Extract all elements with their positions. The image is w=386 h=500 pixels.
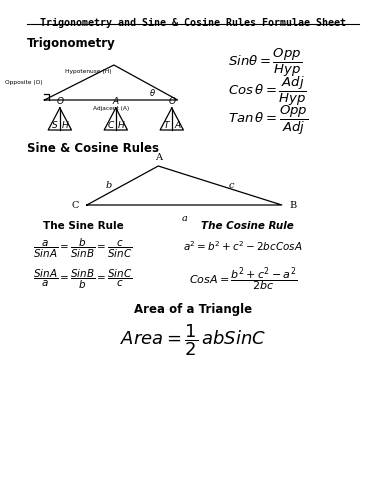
Text: $Tan\,\theta = \dfrac{Opp}{Adj}$: $Tan\,\theta = \dfrac{Opp}{Adj}$ bbox=[228, 104, 308, 136]
Text: $\dfrac{a}{SinA} = \dfrac{b}{SinB} = \dfrac{c}{SinC}$: $\dfrac{a}{SinA} = \dfrac{b}{SinB} = \df… bbox=[33, 237, 133, 260]
Text: $\theta$: $\theta$ bbox=[149, 88, 156, 99]
Text: H: H bbox=[62, 120, 69, 130]
Text: B: B bbox=[290, 200, 297, 209]
Text: b: b bbox=[105, 181, 112, 190]
Text: $a^2 = b^2 + c^2 - 2bcCosA$: $a^2 = b^2 + c^2 - 2bcCosA$ bbox=[183, 239, 303, 253]
Text: $\dfrac{SinA}{a} = \dfrac{SinB}{b} = \dfrac{SinC}{c}$: $\dfrac{SinA}{a} = \dfrac{SinB}{b} = \df… bbox=[33, 268, 133, 291]
Text: $Cos\,\theta = \dfrac{Adj}{Hyp}$: $Cos\,\theta = \dfrac{Adj}{Hyp}$ bbox=[228, 74, 307, 108]
Text: Hypotenuse (H): Hypotenuse (H) bbox=[66, 68, 112, 73]
Text: O: O bbox=[168, 97, 175, 106]
Text: The Sine Rule: The Sine Rule bbox=[42, 221, 124, 231]
Text: Area of a Triangle: Area of a Triangle bbox=[134, 302, 252, 316]
Text: C: C bbox=[107, 120, 113, 130]
Text: a: a bbox=[181, 214, 187, 223]
Text: Sine & Cosine Rules: Sine & Cosine Rules bbox=[27, 142, 159, 156]
Text: $Area = \dfrac{1}{2}\,abSinC$: $Area = \dfrac{1}{2}\,abSinC$ bbox=[120, 322, 266, 358]
Text: The Cosine Rule: The Cosine Rule bbox=[201, 221, 293, 231]
Text: A: A bbox=[155, 153, 162, 162]
Text: $CosA = \dfrac{b^2 + c^2 - a^2}{2bc}$: $CosA = \dfrac{b^2 + c^2 - a^2}{2bc}$ bbox=[189, 266, 297, 294]
Text: O: O bbox=[56, 97, 63, 106]
Text: T: T bbox=[164, 120, 169, 130]
Text: A: A bbox=[174, 120, 180, 130]
Text: S: S bbox=[52, 120, 57, 130]
Text: c: c bbox=[229, 181, 234, 190]
Text: Trigonometry and Sine & Cosine Rules Formulae Sheet: Trigonometry and Sine & Cosine Rules For… bbox=[40, 18, 346, 28]
Text: Opposite (O): Opposite (O) bbox=[5, 80, 42, 85]
Text: C: C bbox=[72, 200, 79, 209]
Text: H: H bbox=[118, 120, 125, 130]
Text: $Sin\theta = \dfrac{Opp}{Hyp}$: $Sin\theta = \dfrac{Opp}{Hyp}$ bbox=[228, 46, 302, 78]
Text: Adjacent (A): Adjacent (A) bbox=[93, 106, 129, 111]
Text: A: A bbox=[113, 97, 119, 106]
Text: Trigonometry: Trigonometry bbox=[27, 38, 116, 51]
